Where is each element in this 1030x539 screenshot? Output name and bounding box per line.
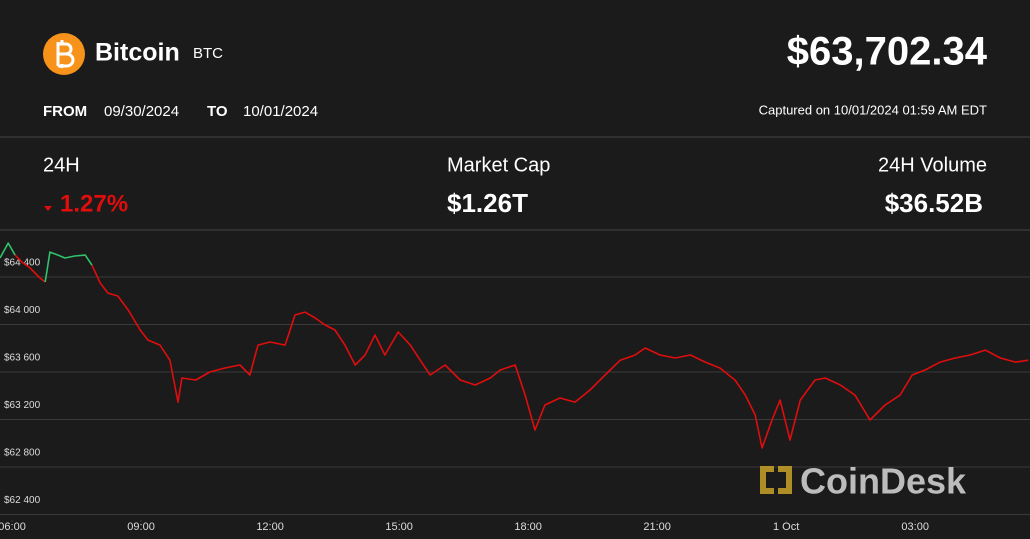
price-line: [14, 254, 46, 283]
y-tick-label: $62 800: [4, 448, 41, 459]
x-tick-label: 12:00: [256, 521, 284, 533]
down-arrow: [44, 206, 52, 211]
to-date: 10/01/2024: [243, 103, 318, 120]
captured: Captured on 10/01/2024 01:59 AM EDT: [759, 102, 987, 117]
price-line: [0, 242, 16, 259]
plot: [0, 242, 1029, 449]
price-line: [91, 264, 1029, 449]
y-tick-label: $64 000: [4, 305, 41, 316]
from-label: FROM: [43, 103, 87, 120]
stat-value: 1.27%: [60, 190, 128, 217]
x-tick-label: 06:00: [0, 521, 26, 533]
x-tick-label: 09:00: [127, 521, 155, 533]
x-tick-label: 18:00: [514, 521, 542, 533]
stat-value: $1.26T: [447, 188, 528, 218]
y-tick-label: $62 400: [4, 495, 41, 506]
stat-value: $36.52B: [885, 188, 983, 218]
stat-label: 24H: [43, 154, 80, 176]
x-tick-label: 21:00: [643, 521, 671, 533]
y-tick-label: $63 600: [4, 353, 41, 364]
coin-symbol: BTC: [193, 45, 223, 62]
coin-name: Bitcoin: [95, 39, 180, 67]
to-label: TO: [207, 103, 228, 120]
stat-label: Market Cap: [447, 154, 550, 176]
watermark: CoinDesk: [800, 461, 967, 502]
price: $63,702.34: [787, 30, 988, 74]
x-tick-label: 03:00: [901, 521, 929, 533]
watermark-logo: [760, 466, 792, 494]
price-line: [44, 251, 93, 283]
stat-label: 24H Volume: [878, 154, 987, 176]
from-date: 09/30/2024: [104, 103, 179, 120]
x-tick-label: 15:00: [385, 521, 413, 533]
x-tick-label: 1 Oct: [773, 521, 799, 533]
bitcoin-logo: [43, 33, 85, 75]
y-tick-label: $63 200: [4, 400, 41, 411]
